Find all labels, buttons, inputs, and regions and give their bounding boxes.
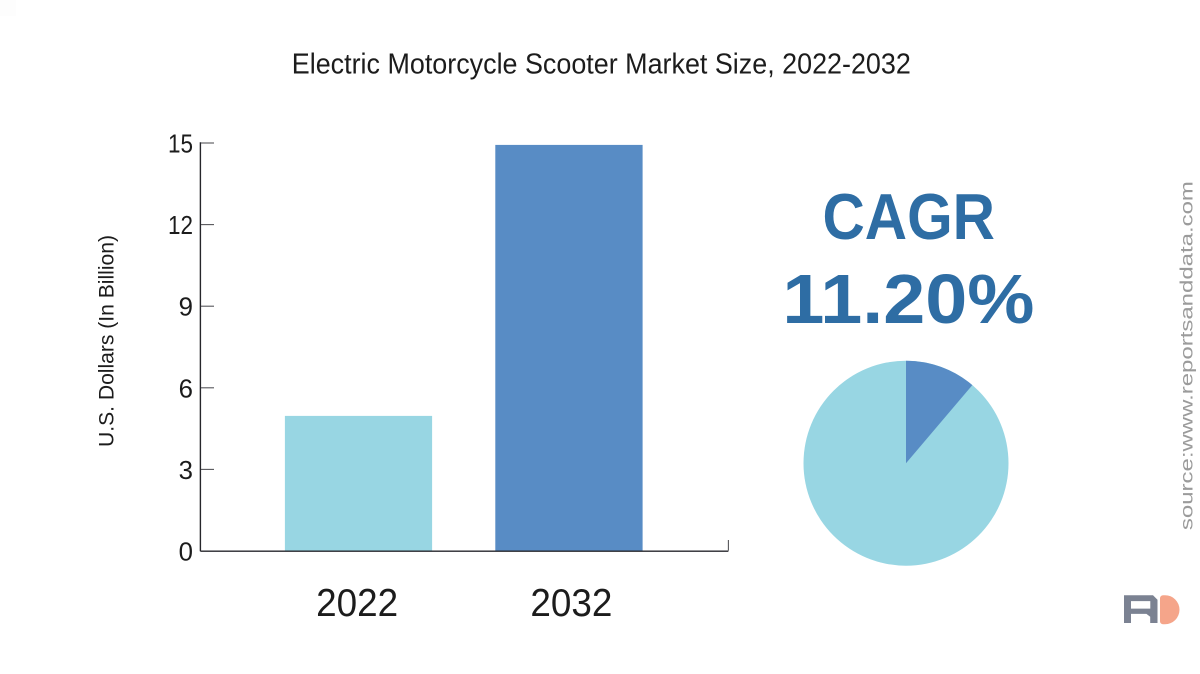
svg-text:6: 6	[179, 375, 193, 403]
svg-text:Electric Motorcycle Scooter Ma: Electric Motorcycle Scooter Market Size,…	[292, 48, 911, 80]
svg-text:11.20%: 11.20%	[782, 260, 1034, 338]
svg-text:3: 3	[179, 457, 193, 485]
svg-text:9: 9	[179, 294, 193, 322]
svg-text:source:www.reportsanddata.com: source:www.reportsanddata.com	[1177, 181, 1197, 530]
svg-text:CAGR: CAGR	[823, 180, 996, 253]
svg-text:U.S. Dollars (In Billion): U.S. Dollars (In Billion)	[96, 235, 119, 447]
svg-text:2032: 2032	[530, 582, 612, 625]
svg-text:15: 15	[168, 131, 193, 159]
svg-text:0: 0	[179, 539, 193, 567]
svg-text:2022: 2022	[316, 582, 398, 625]
svg-text:12: 12	[168, 212, 193, 240]
